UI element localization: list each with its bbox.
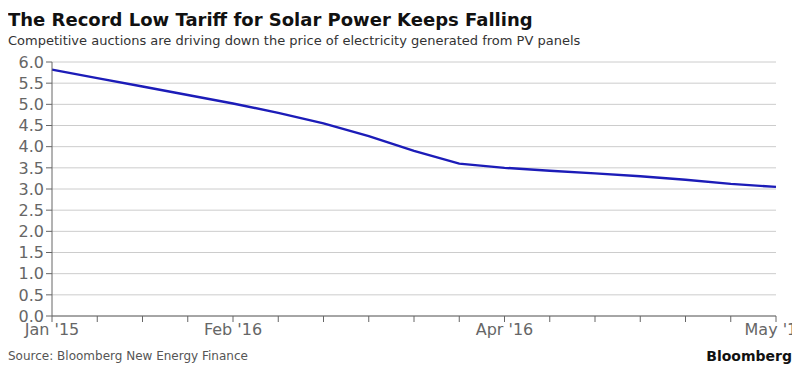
- svg-text:0.0: 0.0: [19, 307, 44, 326]
- html-text:Competitive auctions are drivi: Competitive auctions are driving down th…: [8, 33, 581, 48]
- svg-text:May '16: May '16: [745, 320, 792, 339]
- svg-text:2.5: 2.5: [19, 201, 44, 220]
- svg-text:Jan '15: Jan '15: [24, 320, 80, 340]
- svg-text:0.5: 0.5: [19, 286, 44, 305]
- svg-text:Apr '16: Apr '16: [476, 320, 534, 339]
- svg-text:4.5: 4.5: [19, 116, 44, 135]
- svg-text:5.5: 5.5: [19, 74, 44, 93]
- svg-text:3.5: 3.5: [19, 159, 44, 178]
- svg-text:6.0: 6.0: [19, 53, 44, 72]
- svg-text:5.0: 5.0: [19, 95, 44, 114]
- svg-text:4.0: 4.0: [19, 137, 44, 156]
- html-text:The Record Low Tariff for Sola: The Record Low Tariff for Solar Power Ke…: [8, 9, 533, 30]
- svg-text:2.0: 2.0: [19, 222, 44, 241]
- svg-text:1.5: 1.5: [19, 243, 44, 262]
- svg-text:3.0: 3.0: [19, 180, 44, 199]
- svg-text:1.0: 1.0: [19, 264, 44, 283]
- html-text:Source: Bloomberg New Energy F: Source: Bloomberg New Energy Finance: [8, 349, 248, 363]
- html-text:Bloomberg: Bloomberg: [706, 348, 792, 364]
- svg-text:Feb '16: Feb '16: [204, 320, 262, 339]
